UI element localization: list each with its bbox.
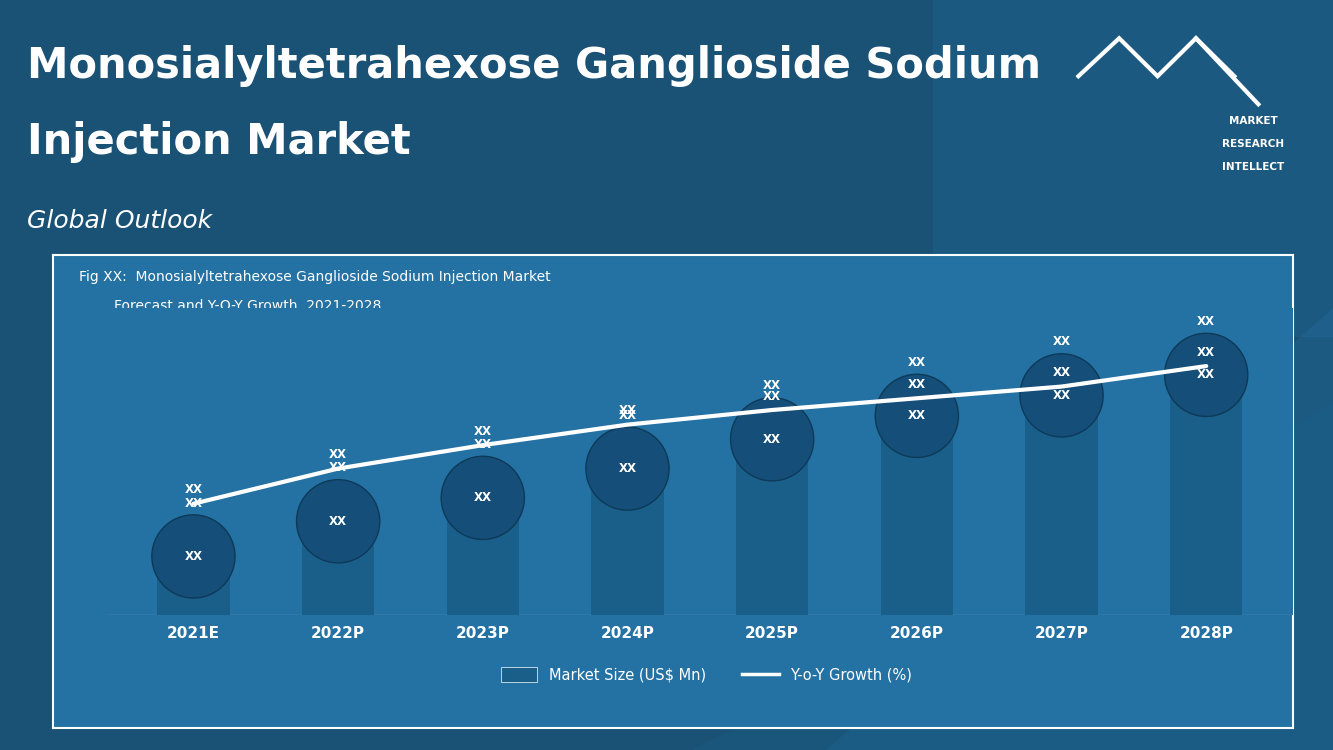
Text: XX: XX bbox=[1197, 346, 1216, 358]
Text: XX: XX bbox=[908, 356, 926, 369]
Polygon shape bbox=[933, 0, 1333, 338]
Ellipse shape bbox=[152, 514, 235, 598]
Text: XX: XX bbox=[1053, 366, 1070, 380]
Text: XX: XX bbox=[1197, 315, 1216, 328]
FancyBboxPatch shape bbox=[736, 440, 808, 615]
Polygon shape bbox=[826, 285, 1333, 750]
Text: XX: XX bbox=[764, 380, 781, 392]
Text: XX: XX bbox=[329, 448, 347, 461]
Text: MARKET: MARKET bbox=[1229, 116, 1278, 126]
Text: XX: XX bbox=[1053, 335, 1070, 349]
Text: XX: XX bbox=[908, 378, 926, 391]
Text: XX: XX bbox=[1053, 388, 1070, 402]
Text: Global Outlook: Global Outlook bbox=[27, 209, 212, 233]
Text: XX: XX bbox=[473, 491, 492, 504]
Legend: Market Size (US$ Mn), Y-o-Y Growth (%): Market Size (US$ Mn), Y-o-Y Growth (%) bbox=[493, 660, 920, 690]
Text: XX: XX bbox=[184, 496, 203, 509]
FancyBboxPatch shape bbox=[1170, 375, 1242, 615]
Ellipse shape bbox=[587, 427, 669, 510]
Text: XX: XX bbox=[764, 433, 781, 445]
Text: XX: XX bbox=[764, 390, 781, 403]
Text: RESEARCH: RESEARCH bbox=[1222, 139, 1285, 149]
FancyBboxPatch shape bbox=[1025, 395, 1097, 615]
Text: XX: XX bbox=[473, 438, 492, 451]
Text: XX: XX bbox=[908, 410, 926, 422]
Ellipse shape bbox=[730, 398, 813, 481]
Ellipse shape bbox=[296, 480, 380, 563]
Text: XX: XX bbox=[1197, 368, 1216, 381]
Text: XX: XX bbox=[473, 424, 492, 438]
Ellipse shape bbox=[1020, 354, 1104, 437]
Text: XX: XX bbox=[329, 514, 347, 528]
Text: Fig XX:  Monosialyltetrahexose Ganglioside Sodium Injection Market: Fig XX: Monosialyltetrahexose Gangliosid… bbox=[79, 271, 551, 284]
FancyBboxPatch shape bbox=[881, 416, 953, 615]
Text: XX: XX bbox=[184, 484, 203, 496]
Ellipse shape bbox=[441, 456, 524, 539]
FancyBboxPatch shape bbox=[447, 498, 519, 615]
Ellipse shape bbox=[876, 374, 958, 458]
FancyBboxPatch shape bbox=[303, 521, 375, 615]
Text: XX: XX bbox=[329, 461, 347, 475]
Text: XX: XX bbox=[184, 550, 203, 563]
FancyBboxPatch shape bbox=[592, 469, 664, 615]
FancyBboxPatch shape bbox=[157, 556, 229, 615]
Text: XX: XX bbox=[619, 409, 636, 422]
Text: INTELLECT: INTELLECT bbox=[1222, 162, 1285, 172]
Text: Monosialyltetrahexose Ganglioside Sodium: Monosialyltetrahexose Ganglioside Sodium bbox=[27, 45, 1041, 87]
Text: XX: XX bbox=[619, 462, 636, 475]
Text: Injection Market: Injection Market bbox=[27, 122, 411, 164]
Polygon shape bbox=[693, 390, 1333, 750]
Text: Forecast and Y-O-Y Growth, 2021-2028: Forecast and Y-O-Y Growth, 2021-2028 bbox=[79, 299, 381, 314]
Text: XX: XX bbox=[619, 404, 636, 417]
Ellipse shape bbox=[1165, 333, 1248, 416]
